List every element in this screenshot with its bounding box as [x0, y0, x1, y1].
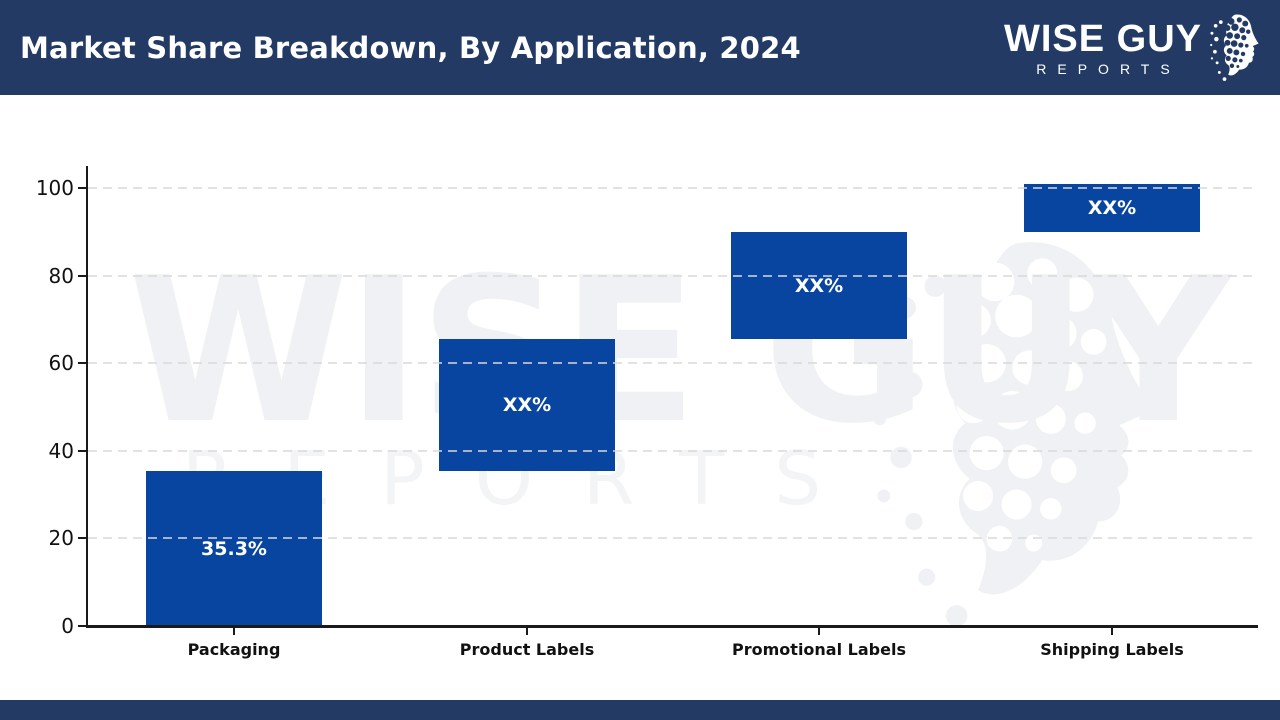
- gridline-20: [88, 537, 1258, 540]
- bar-segment: XX%: [439, 339, 615, 471]
- bar-value-label: XX%: [1087, 197, 1137, 219]
- logo-subtitle: REPORTS: [1036, 60, 1181, 77]
- x-tick-mark: [233, 627, 235, 635]
- y-tick-mark: [78, 187, 86, 189]
- wise-guy-head-icon: [1208, 11, 1264, 85]
- y-tick-label: 20: [48, 526, 74, 551]
- y-tick-mark: [78, 362, 86, 365]
- gridline-60: [88, 362, 1258, 365]
- bar-segment: XX%: [731, 232, 907, 339]
- x-category-label: Promotional Labels: [732, 640, 906, 659]
- gridline-40: [88, 449, 1258, 452]
- y-tick-label: 80: [48, 263, 74, 288]
- footer-band: [0, 700, 1280, 720]
- y-tick-label: 60: [48, 351, 74, 376]
- bar-segment: XX%: [1024, 184, 1200, 232]
- x-category-label: Product Labels: [459, 640, 595, 659]
- gridline-80: [88, 274, 1258, 277]
- logo-wordmark: WISE GUY: [1003, 17, 1202, 60]
- x-tick-mark: [818, 627, 820, 635]
- y-tick-mark: [78, 625, 86, 627]
- bar-segment: 35.3%: [146, 471, 322, 626]
- x-tick-mark: [526, 627, 528, 635]
- y-tick-label: 40: [48, 438, 74, 463]
- gridline-100: [88, 187, 1258, 189]
- y-tick-mark: [78, 274, 86, 277]
- x-category-label: Packaging: [187, 640, 281, 659]
- x-tick-mark: [1111, 627, 1113, 635]
- y-tick-label: 100: [35, 176, 74, 200]
- y-tick-mark: [78, 449, 86, 452]
- x-category-label: Shipping Labels: [1040, 640, 1184, 659]
- bar-value-label: XX%: [502, 394, 552, 416]
- header-band: Market Share Breakdown, By Application, …: [0, 0, 1280, 95]
- y-axis-line: [86, 166, 88, 628]
- y-tick-mark: [78, 537, 86, 540]
- bar-value-label: XX%: [794, 274, 844, 297]
- page-title: Market Share Breakdown, By Application, …: [20, 30, 801, 65]
- x-axis-line: [88, 625, 1258, 628]
- bar-value-label: 35.3%: [201, 537, 267, 560]
- y-tick-label: 0: [61, 614, 74, 638]
- wise-guy-logo: WISE GUY REPORTS: [1004, 11, 1264, 85]
- logo-text: WISE GUY REPORTS: [1004, 20, 1202, 76]
